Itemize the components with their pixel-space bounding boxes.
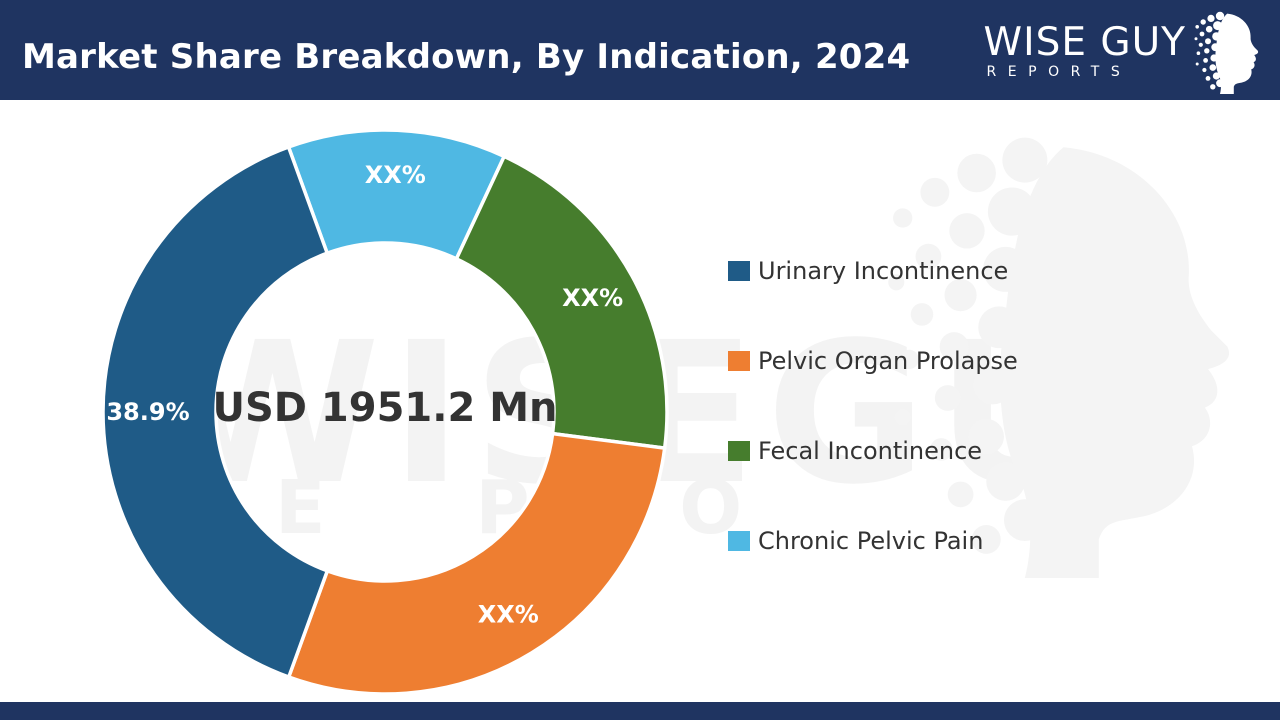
logo-wordmark: WISE GUY: [983, 20, 1186, 65]
segment-value-label: XX%: [478, 600, 539, 628]
legend-swatch: [728, 531, 750, 551]
logo-subtext: REPORTS: [986, 64, 1132, 80]
donut-segment: [454, 154, 669, 450]
page-title: Market Share Breakdown, By Indication, 2…: [22, 37, 911, 77]
legend-item-fecal-incontinence: Fecal Incontinence: [728, 436, 1018, 466]
header-bar: Market Share Breakdown, By Indication, 2…: [0, 0, 1280, 100]
wise-guy-reports-logo: WISE GUY REPORTS: [984, 10, 1262, 94]
donut-center-value: USD 1951.2 Mn: [212, 385, 558, 431]
legend-swatch: [728, 441, 750, 461]
face-profile-icon: [1190, 10, 1262, 94]
legend-swatch: [728, 261, 750, 281]
legend-label: Chronic Pelvic Pain: [758, 527, 984, 555]
legend-label: Urinary Incontinence: [758, 257, 1009, 285]
legend: Urinary Incontinence Pelvic Organ Prolap…: [728, 256, 1018, 556]
legend-item-pelvic-organ-prolapse: Pelvic Organ Prolapse: [728, 346, 1018, 376]
legend-label: Pelvic Organ Prolapse: [758, 347, 1018, 375]
legend-label: Fecal Incontinence: [758, 437, 983, 465]
segment-value-label: XX%: [365, 161, 426, 189]
donut-segment: [286, 431, 667, 696]
legend-item-chronic-pelvic-pain: Chronic Pelvic Pain: [728, 526, 1018, 556]
legend-item-urinary-incontinence: Urinary Incontinence: [728, 256, 1018, 286]
donut-segment: [101, 145, 330, 679]
footer-bar: [0, 702, 1280, 720]
segment-value-label: XX%: [562, 284, 623, 312]
legend-swatch: [728, 351, 750, 371]
donut-chart: XX% XX% XX% 38.9%: [101, 128, 669, 696]
segment-value-label: 38.9%: [106, 398, 189, 426]
